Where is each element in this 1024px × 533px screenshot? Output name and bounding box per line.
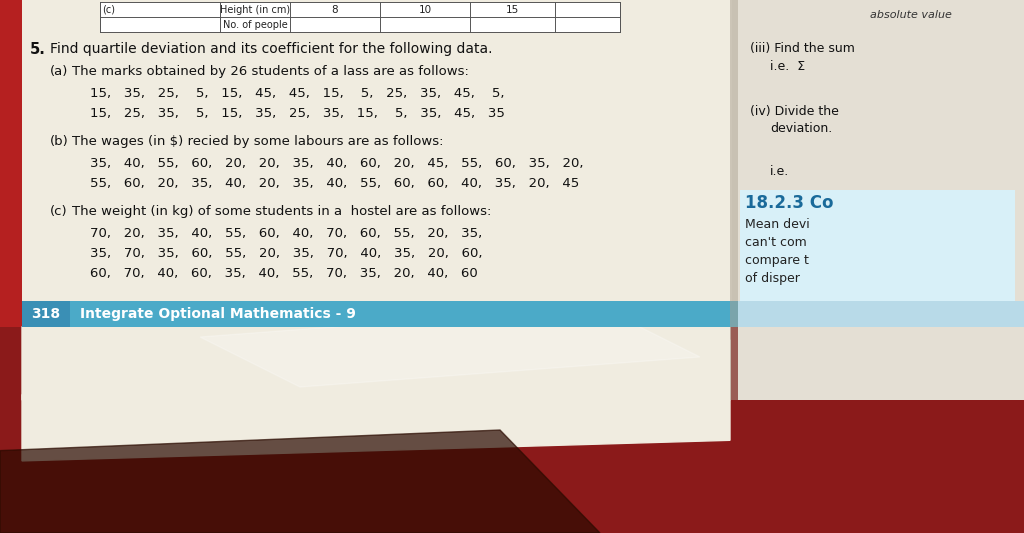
Text: absolute value: absolute value bbox=[870, 10, 952, 20]
Text: i.e.  Σ: i.e. Σ bbox=[770, 60, 805, 73]
Polygon shape bbox=[22, 267, 730, 461]
Text: 18.2.3 Co: 18.2.3 Co bbox=[745, 194, 834, 212]
Bar bbox=[732, 0, 1024, 400]
Text: 55,   60,   20,   35,   40,   20,   35,   40,   55,   60,   60,   40,   35,   20: 55, 60, 20, 35, 40, 20, 35, 40, 55, 60, … bbox=[90, 177, 580, 190]
Bar bbox=[730, 0, 738, 400]
Bar bbox=[100, 2, 620, 32]
Text: (iii) Find the sum: (iii) Find the sum bbox=[750, 42, 855, 55]
Text: 5.: 5. bbox=[30, 42, 46, 57]
Bar bbox=[22, 0, 732, 400]
Text: The weight (in kg) of some students in a  hostel are as follows:: The weight (in kg) of some students in a… bbox=[72, 205, 492, 218]
Polygon shape bbox=[200, 307, 700, 387]
Text: 10: 10 bbox=[419, 5, 431, 15]
Text: Integrate Optional Mathematics - 9: Integrate Optional Mathematics - 9 bbox=[80, 307, 356, 321]
Polygon shape bbox=[22, 340, 730, 400]
Text: 60,   70,   40,   60,   35,   40,   55,   70,   35,   20,   40,   60: 60, 70, 40, 60, 35, 40, 55, 70, 35, 20, … bbox=[90, 267, 478, 280]
Text: (b): (b) bbox=[50, 135, 69, 148]
Text: 318: 318 bbox=[32, 307, 60, 321]
Text: deviation.: deviation. bbox=[770, 122, 833, 135]
Text: of disper: of disper bbox=[745, 272, 800, 285]
Text: 15: 15 bbox=[506, 5, 519, 15]
Text: 70,   20,   35,   40,   55,   60,   40,   70,   60,   55,   20,   35,: 70, 20, 35, 40, 55, 60, 40, 70, 60, 55, … bbox=[90, 227, 482, 240]
Text: (c): (c) bbox=[50, 205, 68, 218]
Text: 8: 8 bbox=[332, 5, 338, 15]
Text: (a): (a) bbox=[50, 65, 69, 78]
Text: compare t: compare t bbox=[745, 254, 809, 267]
Text: Height (in cm): Height (in cm) bbox=[220, 5, 290, 15]
Text: 15,   35,   25,    5,   15,   45,   45,   15,    5,   25,   35,   45,    5,: 15, 35, 25, 5, 15, 45, 45, 15, 5, 25, 35… bbox=[90, 87, 505, 100]
Text: The marks obtained by 26 students of a lass are as follows:: The marks obtained by 26 students of a l… bbox=[72, 65, 469, 78]
Text: (iv) Divide the: (iv) Divide the bbox=[750, 105, 839, 118]
Text: No. of people: No. of people bbox=[222, 20, 288, 30]
Text: (c): (c) bbox=[102, 5, 115, 15]
Bar bbox=[22, 301, 742, 327]
Text: can't com: can't com bbox=[745, 236, 807, 249]
Text: Find quartile deviation and its coefficient for the following data.: Find quartile deviation and its coeffici… bbox=[50, 42, 493, 56]
Bar bbox=[22, 301, 70, 327]
Text: Mean devi: Mean devi bbox=[745, 218, 810, 231]
Text: The wages (in $) recied by some labours are as follows:: The wages (in $) recied by some labours … bbox=[72, 135, 443, 148]
Bar bbox=[0, 0, 22, 533]
Bar bbox=[740, 190, 1015, 310]
Text: 35,   70,   35,   60,   55,   20,   35,   70,   40,   35,   20,   60,: 35, 70, 35, 60, 55, 20, 35, 70, 40, 35, … bbox=[90, 247, 482, 260]
Text: i.e.: i.e. bbox=[770, 165, 790, 178]
Bar bbox=[0, 327, 1024, 533]
Text: 15,   25,   35,    5,   15,   35,   25,   35,   15,    5,   35,   45,   35: 15, 25, 35, 5, 15, 35, 25, 35, 15, 5, 35… bbox=[90, 107, 505, 120]
Text: 35,   40,   55,   60,   20,   20,   35,   40,   60,   20,   45,   55,   60,   35: 35, 40, 55, 60, 20, 20, 35, 40, 60, 20, … bbox=[90, 157, 584, 170]
Polygon shape bbox=[0, 430, 600, 533]
Bar bbox=[738, 301, 1024, 327]
Bar bbox=[738, 0, 1024, 400]
